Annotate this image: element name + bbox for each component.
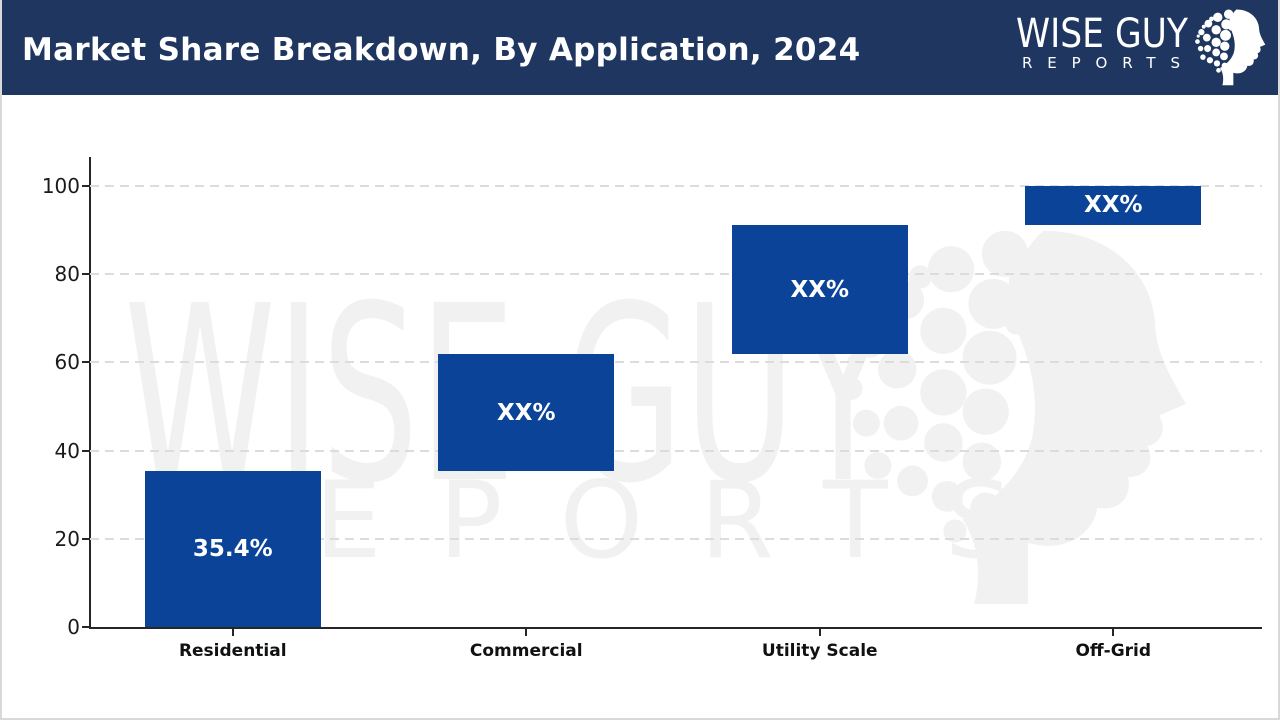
- plot-area: WISE GUY REPORTS 02040608010035.4%Reside…: [2, 95, 1278, 718]
- y-tick-mark: [82, 361, 89, 364]
- y-tick-label: 60: [54, 350, 80, 375]
- category-label-off-grid: Off-Grid: [1075, 641, 1152, 661]
- wiseguy-logo: WISE GUY REPORTS: [1016, 9, 1266, 86]
- gridline-40: [90, 449, 1262, 452]
- gridline-80: [90, 273, 1262, 276]
- category-label-utility-scale: Utility Scale: [761, 641, 878, 661]
- x-tick-mark: [231, 629, 234, 636]
- x-tick-mark: [1112, 629, 1115, 636]
- y-tick-label: 20: [54, 526, 80, 551]
- bar-commercial: XX%: [438, 354, 615, 471]
- y-axis-line: [89, 157, 91, 629]
- y-tick-label: 0: [67, 615, 80, 639]
- x-axis-line: [89, 627, 1262, 629]
- y-tick-mark: [82, 185, 89, 187]
- gridline-100: [90, 185, 1262, 187]
- y-tick-mark: [82, 449, 89, 452]
- logo-wordmark: WISE GUY: [1016, 11, 1188, 57]
- bar-value-label: XX%: [496, 399, 556, 426]
- category-label-commercial: Commercial: [469, 641, 583, 661]
- y-tick-label: 80: [54, 262, 80, 287]
- bar-utility-scale: XX%: [731, 224, 908, 355]
- bar-value-label: XX%: [1083, 192, 1143, 219]
- y-tick-mark: [82, 626, 89, 628]
- bar-value-label: 35.4%: [192, 535, 273, 562]
- category-label-residential: Residential: [178, 641, 287, 661]
- x-tick-mark: [525, 629, 528, 636]
- y-tick-label: 40: [54, 438, 80, 463]
- y-tick-mark: [82, 273, 89, 276]
- chart-title: Market Share Breakdown, By Application, …: [22, 31, 861, 68]
- header-bar: Market Share Breakdown, By Application, …: [2, 0, 1278, 95]
- bar-value-label: XX%: [790, 276, 849, 303]
- gridline-20: [90, 537, 1262, 540]
- y-tick-mark: [82, 537, 89, 540]
- y-tick-label: 100: [41, 174, 80, 198]
- x-tick-mark: [818, 629, 821, 636]
- bar-off-grid: XX%: [1025, 186, 1202, 225]
- logo-face-icon: [1195, 9, 1266, 86]
- gridline-60: [90, 361, 1262, 364]
- bar-residential: 35.4%: [144, 470, 321, 627]
